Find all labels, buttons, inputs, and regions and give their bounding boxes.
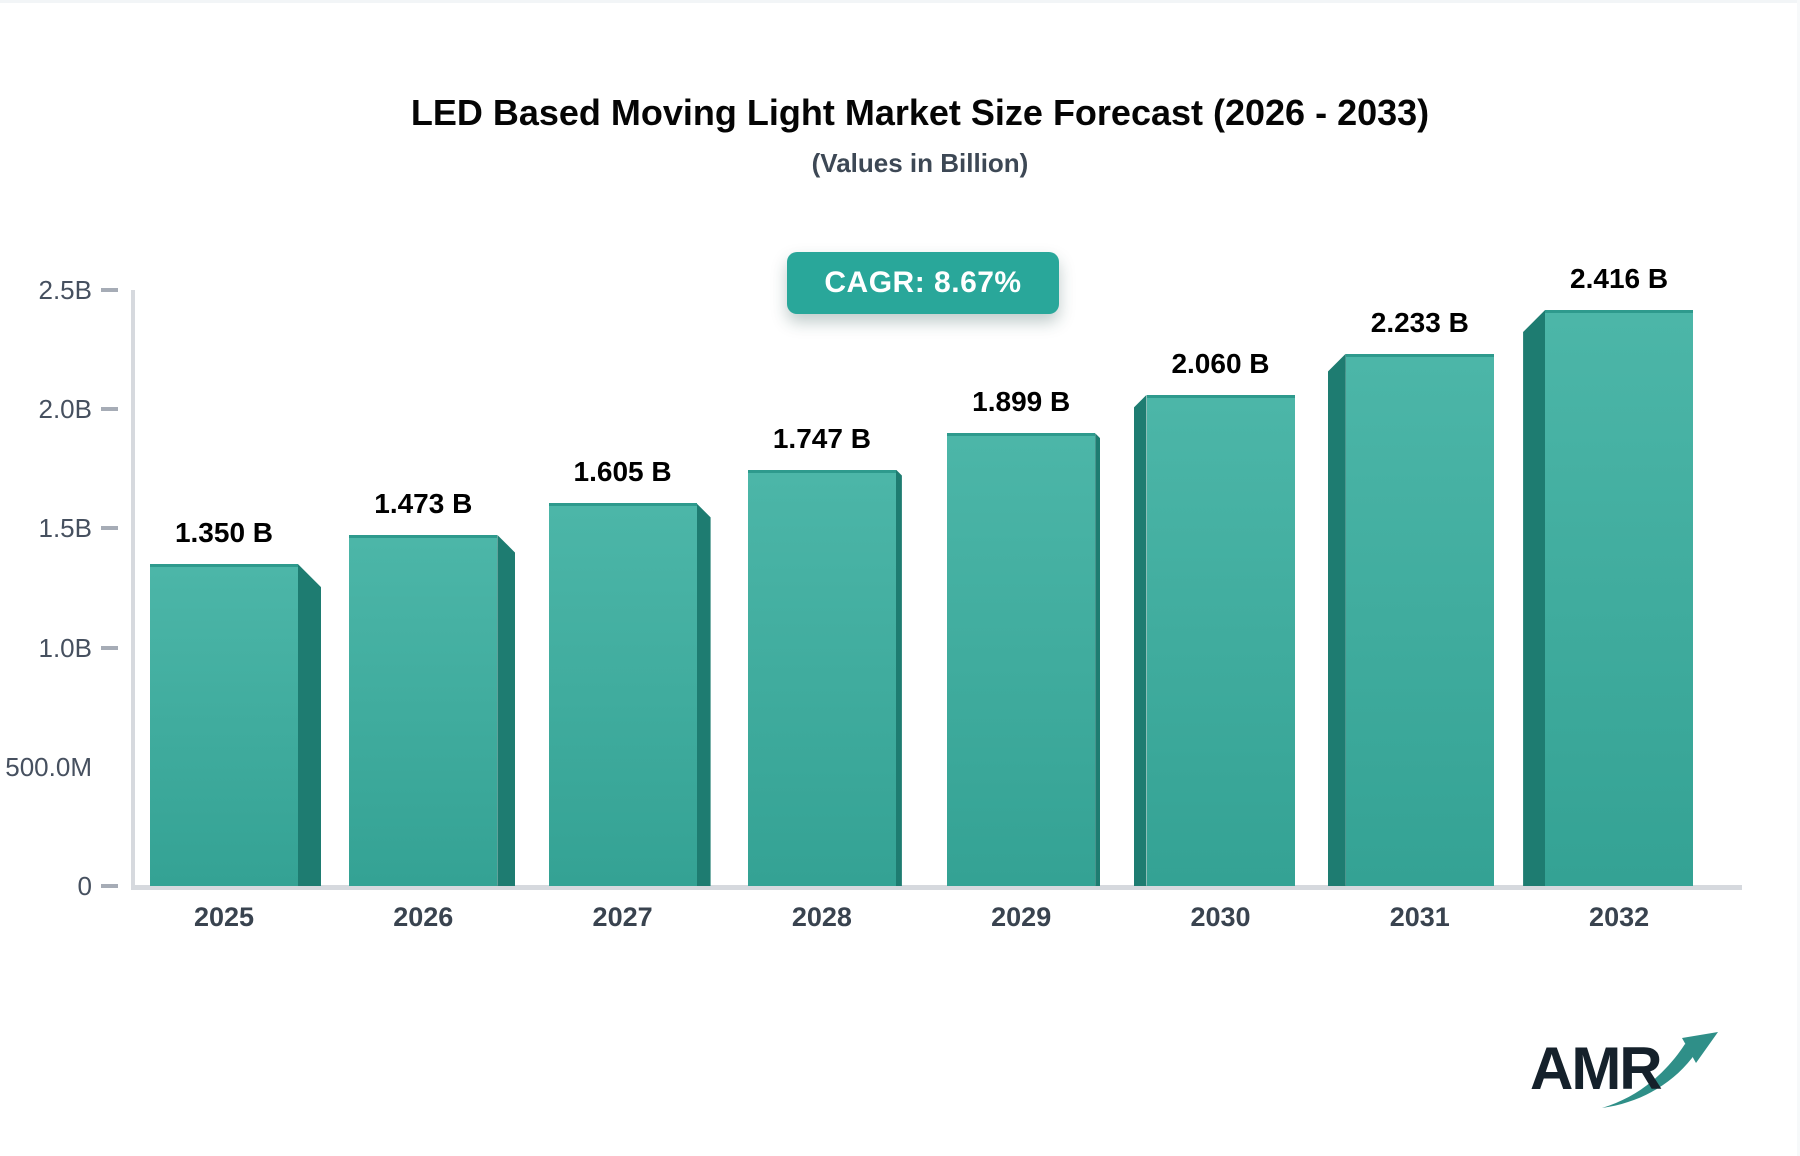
- bar-value-label-2030: 2.060 B: [1171, 347, 1270, 379]
- x-axis-label-2025: 2025: [193, 902, 255, 932]
- x-axis-label-2030: 2030: [1190, 902, 1251, 932]
- bar-2026: [349, 534, 498, 886]
- bar-value-label-2029: 1.899 B: [972, 386, 1071, 418]
- x-axis-label-2028: 2028: [791, 902, 852, 932]
- y-axis-tick-label: 500.0M: [5, 751, 92, 782]
- y-axis-tick-mark: [101, 884, 118, 888]
- cagr-badge-label: CAGR: 8.67%: [824, 266, 1022, 299]
- y-axis-line: [131, 290, 135, 890]
- bar-side-face-2029: [1095, 433, 1101, 886]
- y-axis-tick-label: 0: [77, 871, 92, 901]
- y-axis-tick-label: 2.5B: [38, 275, 93, 305]
- x-axis-label-2027: 2027: [592, 902, 653, 932]
- x-axis-label-2029: 2029: [991, 902, 1052, 932]
- page-right-edge: [1797, 0, 1800, 1156]
- bar-2031: [1345, 353, 1494, 886]
- bar-2027: [548, 503, 697, 886]
- bar-2029: [947, 433, 1096, 886]
- bar-2030: [1146, 394, 1295, 886]
- bar-value-label-2026: 1.473 B: [374, 487, 473, 519]
- x-axis-label-2026: 2026: [393, 902, 454, 932]
- y-axis-tick-mark: [101, 407, 118, 412]
- bar-value-label-2027: 1.605 B: [573, 456, 672, 488]
- growth-arrow-icon: [1602, 1032, 1718, 1108]
- x-axis-label-2031: 2031: [1389, 902, 1450, 932]
- y-axis-tick-mark: [101, 288, 118, 292]
- bar-value-label-2025: 1.350 B: [174, 517, 274, 549]
- bar-2032: [1545, 310, 1694, 886]
- bar-side-face-2028: [895, 469, 902, 886]
- x-axis-label-2032: 2032: [1589, 902, 1650, 932]
- y-axis-tick-label: 1.5B: [38, 513, 93, 544]
- bar-2025: [150, 564, 298, 886]
- bar-side-face-2026: [497, 534, 516, 886]
- y-axis-tick-label: 2.0B: [38, 394, 93, 425]
- amr-logo-text: AMR: [1530, 1035, 1663, 1102]
- bar-side-face-2031: [1327, 353, 1346, 886]
- bar-side-face-2027: [696, 503, 711, 886]
- y-axis-tick-mark: [101, 645, 118, 650]
- bar-side-face-2032: [1523, 310, 1546, 886]
- bar-value-label-2028: 1.747 B: [772, 422, 871, 454]
- amr-logo: AMR: [1530, 1030, 1730, 1120]
- chart-subtitle: (Values in Billion): [811, 148, 1029, 178]
- y-axis-tick-mark: [101, 526, 118, 531]
- bar-2028: [747, 469, 896, 886]
- x-axis-line: [133, 885, 1742, 890]
- bar-value-label-2031: 2.233 B: [1370, 306, 1469, 338]
- bar-value-label-2032: 2.416 B: [1570, 263, 1669, 295]
- y-axis-tick-label: 1.0B: [38, 632, 93, 663]
- bar-side-face-2025: [298, 564, 321, 886]
- page-top-edge: [0, 0, 1800, 3]
- cagr-badge: CAGR: 8.67%: [787, 252, 1059, 314]
- bar-side-face-2030: [1133, 394, 1147, 886]
- chart-title: LED Based Moving Light Market Size Forec…: [410, 92, 1430, 133]
